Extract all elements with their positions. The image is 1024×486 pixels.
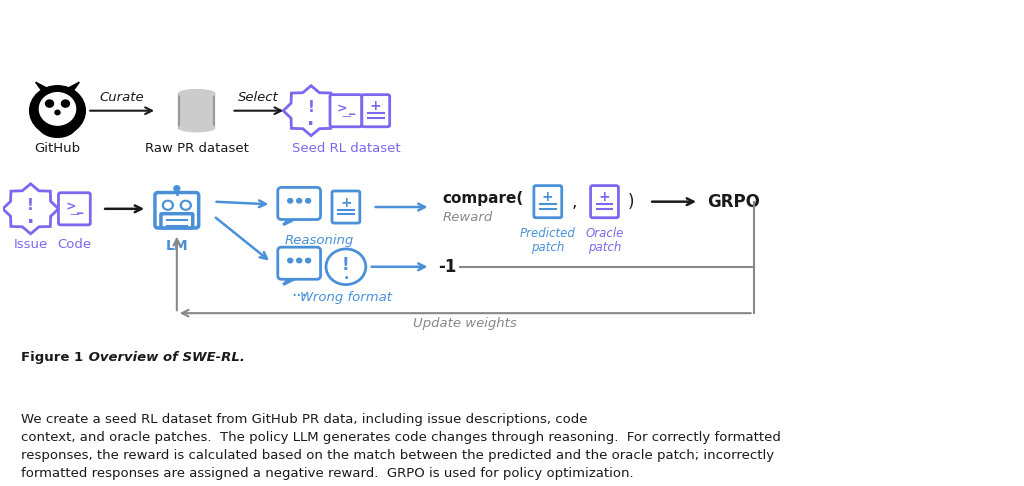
Text: Figure 1: Figure 1 — [20, 351, 83, 364]
Text: Issue: Issue — [13, 238, 48, 251]
Text: Code: Code — [57, 238, 91, 251]
Text: !: ! — [28, 198, 34, 213]
Text: .: . — [343, 268, 348, 282]
Text: _: _ — [77, 201, 84, 213]
Circle shape — [288, 258, 293, 263]
Circle shape — [61, 100, 70, 107]
Text: Reasoning: Reasoning — [285, 234, 353, 246]
Text: Oracle: Oracle — [586, 227, 624, 240]
Text: .: . — [307, 110, 314, 129]
Text: LM: LM — [166, 239, 188, 253]
Text: ,: , — [571, 192, 578, 210]
Text: +: + — [542, 190, 554, 204]
Ellipse shape — [179, 90, 214, 98]
FancyBboxPatch shape — [161, 214, 193, 228]
Text: Reward: Reward — [442, 211, 493, 224]
Circle shape — [288, 199, 293, 203]
FancyBboxPatch shape — [58, 193, 90, 225]
Circle shape — [297, 199, 302, 203]
Circle shape — [165, 202, 171, 208]
Text: Curate: Curate — [99, 91, 144, 104]
Text: GRPO: GRPO — [707, 192, 760, 210]
Text: >: > — [66, 201, 76, 213]
Text: patch: patch — [531, 241, 564, 254]
Circle shape — [305, 258, 310, 263]
Text: _: _ — [349, 103, 355, 115]
Polygon shape — [3, 184, 58, 234]
FancyBboxPatch shape — [591, 186, 618, 218]
Circle shape — [326, 249, 366, 285]
Text: patch: patch — [588, 241, 622, 254]
FancyBboxPatch shape — [278, 188, 321, 220]
Text: Update weights: Update weights — [414, 317, 517, 330]
Text: !: ! — [342, 256, 350, 274]
FancyBboxPatch shape — [278, 247, 321, 279]
Text: ...: ... — [291, 282, 307, 300]
Polygon shape — [284, 275, 303, 285]
Ellipse shape — [179, 90, 214, 98]
Circle shape — [163, 200, 173, 210]
Text: Raw PR dataset: Raw PR dataset — [144, 141, 249, 155]
Circle shape — [297, 258, 302, 263]
Text: +: + — [599, 190, 610, 204]
Circle shape — [30, 86, 85, 136]
Text: Predicted: Predicted — [520, 227, 575, 240]
Polygon shape — [62, 82, 80, 95]
Text: compare(: compare( — [442, 191, 523, 206]
Polygon shape — [36, 82, 52, 95]
Ellipse shape — [179, 124, 214, 131]
Text: Select: Select — [238, 91, 279, 104]
Circle shape — [180, 200, 191, 210]
Polygon shape — [284, 215, 303, 225]
Text: ): ) — [628, 192, 634, 210]
Text: +: + — [340, 195, 351, 209]
Text: +: + — [370, 99, 382, 113]
Circle shape — [174, 186, 180, 191]
Circle shape — [39, 93, 76, 125]
FancyBboxPatch shape — [332, 191, 359, 223]
Circle shape — [305, 199, 310, 203]
Text: —: — — [341, 111, 351, 121]
Text: Wrong format: Wrong format — [300, 292, 392, 305]
FancyBboxPatch shape — [534, 186, 562, 218]
FancyBboxPatch shape — [361, 95, 390, 127]
Circle shape — [182, 202, 189, 208]
Text: —: — — [70, 209, 79, 219]
Circle shape — [45, 100, 53, 107]
FancyBboxPatch shape — [155, 192, 199, 228]
Text: !: ! — [307, 100, 314, 115]
Text: GitHub: GitHub — [35, 141, 81, 155]
Polygon shape — [284, 86, 339, 136]
Text: -1: -1 — [438, 258, 457, 276]
Text: We create a seed RL dataset from GitHub PR data, including issue descriptions, c: We create a seed RL dataset from GitHub … — [20, 413, 780, 480]
Text: Seed RL dataset: Seed RL dataset — [292, 141, 400, 155]
FancyBboxPatch shape — [330, 95, 361, 127]
Circle shape — [55, 110, 60, 115]
Text: Overview of SWE-RL.: Overview of SWE-RL. — [84, 351, 245, 364]
Text: .: . — [27, 208, 35, 227]
Text: >: > — [337, 103, 347, 115]
FancyBboxPatch shape — [179, 94, 214, 128]
